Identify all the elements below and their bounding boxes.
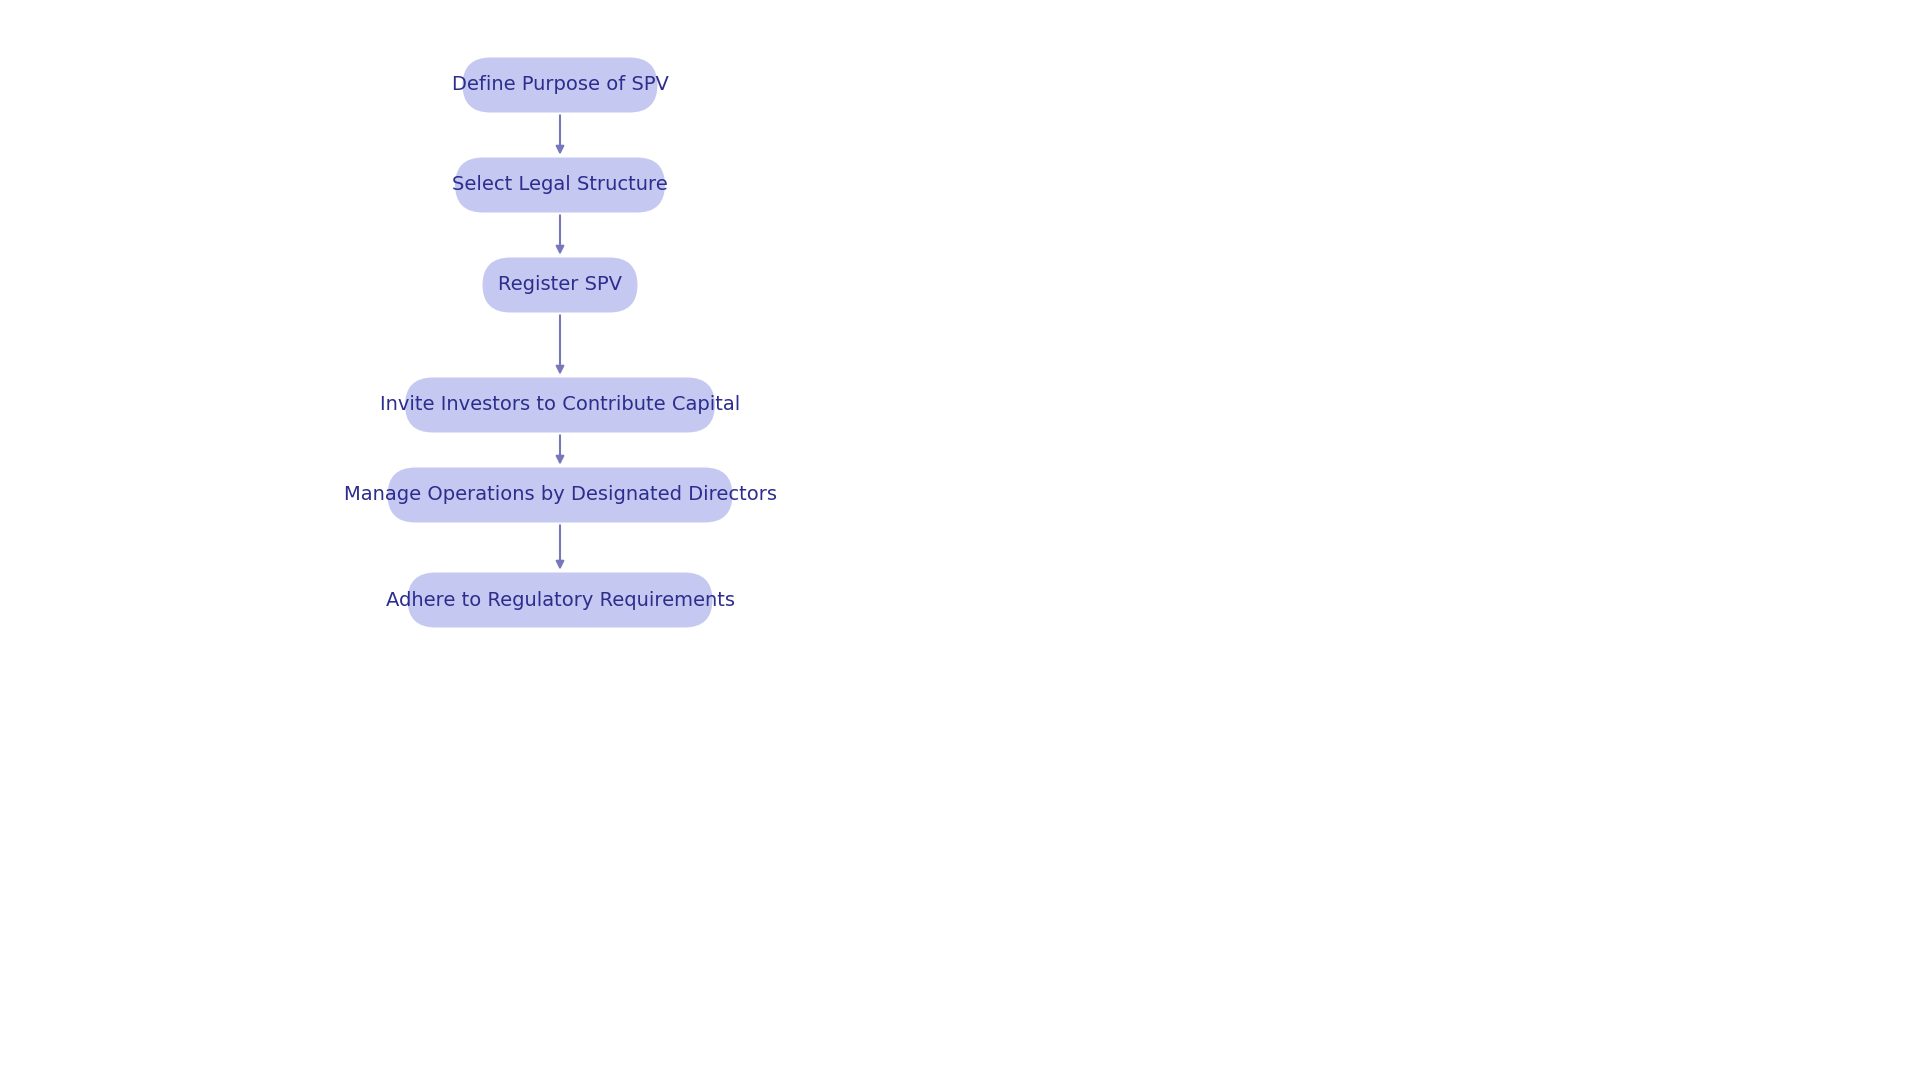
FancyBboxPatch shape: [482, 258, 637, 313]
FancyBboxPatch shape: [463, 57, 657, 113]
Text: Adhere to Regulatory Requirements: Adhere to Regulatory Requirements: [386, 590, 735, 610]
Text: Define Purpose of SPV: Define Purpose of SPV: [451, 76, 668, 94]
Text: Register SPV: Register SPV: [497, 275, 622, 295]
FancyBboxPatch shape: [405, 378, 714, 432]
Text: Manage Operations by Designated Directors: Manage Operations by Designated Director…: [344, 485, 776, 505]
FancyBboxPatch shape: [388, 468, 733, 522]
Text: Invite Investors to Contribute Capital: Invite Investors to Contribute Capital: [380, 395, 739, 415]
Text: Select Legal Structure: Select Legal Structure: [451, 175, 668, 195]
FancyBboxPatch shape: [455, 157, 664, 212]
FancyBboxPatch shape: [407, 573, 712, 627]
